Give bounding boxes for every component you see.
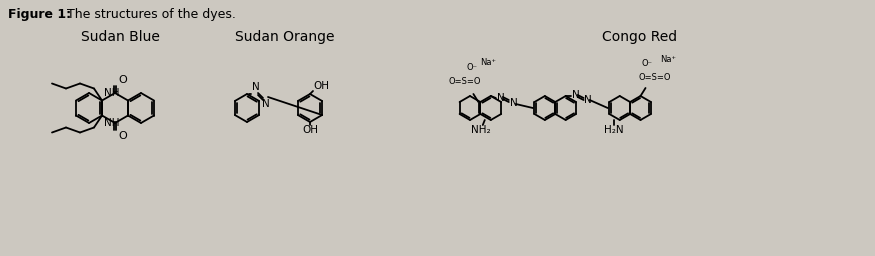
Text: NH: NH: [104, 88, 120, 98]
Text: Na⁺: Na⁺: [661, 55, 676, 64]
Text: O⁻: O⁻: [641, 59, 652, 68]
Text: O=S=O: O=S=O: [638, 73, 671, 82]
Text: N: N: [571, 90, 579, 100]
Text: O: O: [118, 75, 127, 85]
Text: N: N: [497, 93, 505, 103]
Text: N: N: [510, 98, 517, 108]
Text: O: O: [118, 131, 127, 141]
Text: OH: OH: [302, 125, 318, 135]
Text: Congo Red: Congo Red: [602, 30, 677, 44]
Text: The structures of the dyes.: The structures of the dyes.: [63, 8, 236, 21]
Text: H₂N: H₂N: [604, 125, 624, 135]
Text: Na⁺: Na⁺: [480, 58, 496, 67]
Text: Sudan Blue: Sudan Blue: [80, 30, 159, 44]
Text: NH₂: NH₂: [471, 125, 491, 135]
Text: OH: OH: [313, 81, 329, 91]
Text: NH: NH: [104, 119, 120, 129]
Text: N: N: [584, 95, 592, 105]
Text: Figure 1:: Figure 1:: [8, 8, 71, 21]
Text: O⁻: O⁻: [467, 63, 478, 72]
Text: O=S=O: O=S=O: [448, 77, 480, 86]
Text: N: N: [252, 82, 260, 92]
Text: Sudan Orange: Sudan Orange: [235, 30, 335, 44]
Text: N: N: [262, 99, 270, 109]
